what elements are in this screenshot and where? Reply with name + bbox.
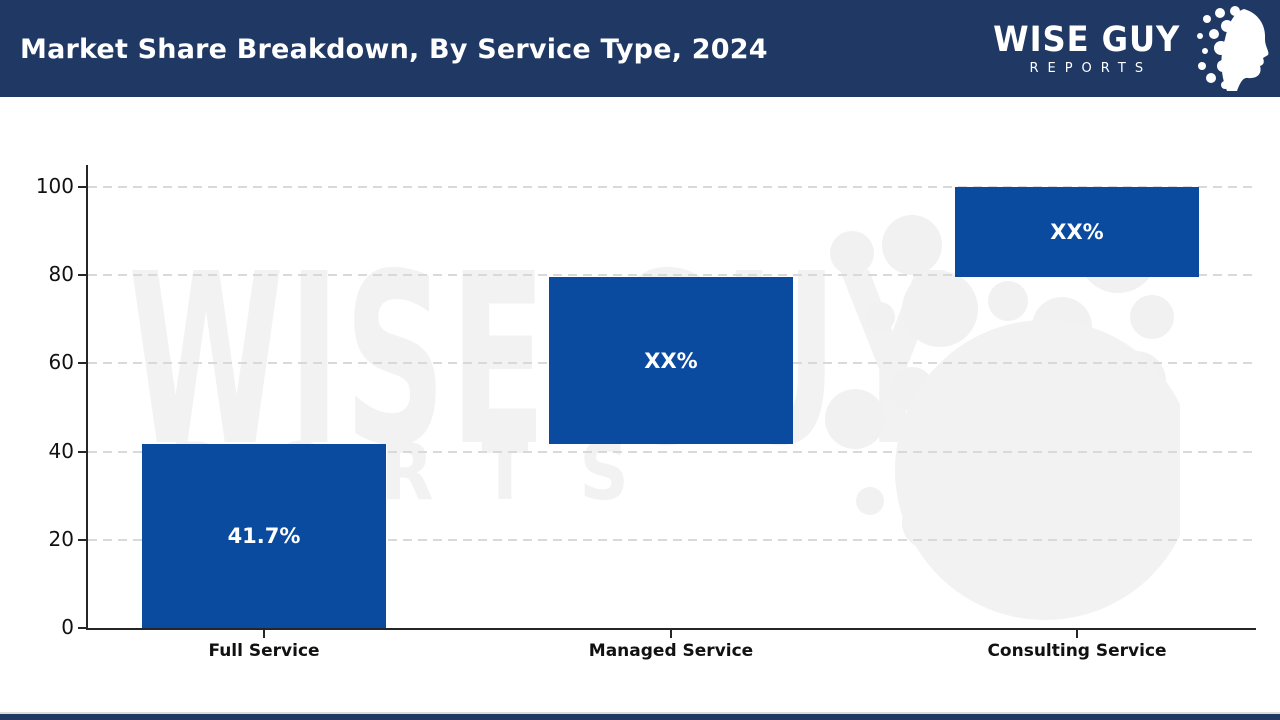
y-axis-tick [78,627,86,629]
y-axis-tick [78,362,86,365]
y-tick-label: 0 [61,615,74,639]
y-tick-label: 100 [35,174,74,198]
y-axis-tick [78,538,86,541]
bar: 41.7% [142,444,386,628]
chart-area: 0 20 40 60 80 100 41.7% Full Service XX% Managed … [0,97,1280,713]
gridline [88,450,1256,453]
y-axis-tick [78,450,86,453]
watermark-text-primary: WISE GUY [128,223,948,498]
category-label: Full Service [208,641,320,661]
x-axis-tick [670,630,672,638]
x-axis-tick [1076,630,1078,638]
bar: XX% [549,277,793,445]
x-axis-tick [263,630,265,638]
bar-value-label: XX% [644,348,698,373]
x-axis [86,628,1256,630]
bottom-hairline [0,712,1280,714]
bottom-accent-bar [0,714,1280,720]
y-axis-tick [78,274,86,277]
page-title: Market Share Breakdown, By Service Type,… [20,34,768,65]
bar: XX% [955,187,1199,277]
bar-value-label: 41.7% [227,524,301,549]
gridline [88,538,1256,541]
gridline [88,186,1256,188]
logo: WISE GUY REPORTS [985,4,1270,94]
y-tick-label: 40 [48,438,74,463]
category-label: Consulting Service [987,641,1167,661]
y-tick-label: 60 [48,350,74,375]
logo-wordmark-line2: REPORTS [1029,60,1153,76]
bar-value-label: XX% [1050,219,1104,244]
header-bar: Market Share Breakdown, By Service Type,… [0,0,1280,97]
category-label: Managed Service [588,641,754,661]
logo-wordmark: WISE GUY REPORTS [985,22,1188,76]
gridline [88,274,1256,277]
y-tick-label: 80 [48,262,74,287]
y-tick-label: 20 [48,526,74,551]
y-axis [86,165,88,630]
y-axis-tick [78,186,86,188]
logo-head-icon [1197,6,1269,91]
logo-wordmark-line1: WISE GUY [992,20,1180,61]
